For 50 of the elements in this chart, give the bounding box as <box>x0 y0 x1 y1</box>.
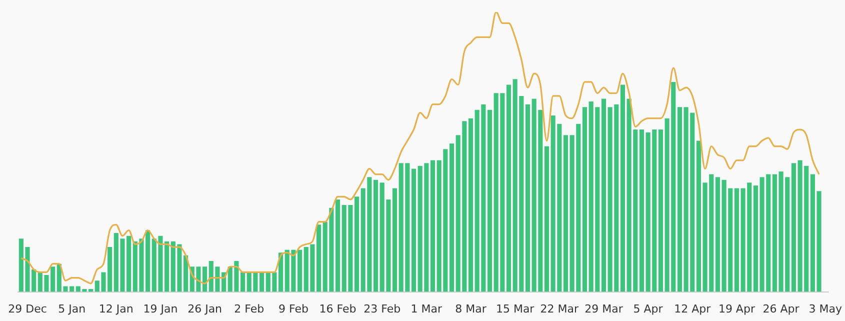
x-tick-label: 5 Apr <box>633 302 664 316</box>
x-tick-label: 23 Feb <box>364 302 401 316</box>
bar <box>430 160 436 292</box>
x-tick-label: 26 Apr <box>762 302 800 316</box>
x-tick-label: 19 Apr <box>718 302 756 316</box>
bar <box>791 163 796 292</box>
x-tick-label: 15 Mar <box>496 302 535 316</box>
x-tick-label: 2 Feb <box>234 302 264 316</box>
bar <box>240 272 246 292</box>
bar <box>658 130 663 292</box>
x-tick-label: 12 Jan <box>98 302 134 316</box>
x-tick-label: 16 Feb <box>319 302 356 316</box>
bar <box>202 266 208 292</box>
bar <box>278 252 284 292</box>
bar <box>336 199 340 292</box>
bar <box>260 272 264 292</box>
bar <box>734 188 739 292</box>
x-tick-label: 19 Jan <box>143 302 178 316</box>
x-tick-label: 29 Mar <box>584 302 624 316</box>
bar <box>487 110 492 292</box>
bar <box>639 130 644 292</box>
x-tick-label: 8 Mar <box>455 302 487 316</box>
bar <box>696 140 701 292</box>
bar <box>753 185 758 292</box>
bar <box>373 180 378 292</box>
bar <box>677 107 682 292</box>
bar <box>582 107 588 292</box>
bar <box>563 135 568 292</box>
bar <box>411 168 416 292</box>
bar <box>468 118 474 292</box>
x-tick-label: 5 Jan <box>58 302 86 316</box>
x-tick-label: 29 Dec <box>8 302 47 316</box>
x-tick-label: 1 Mar <box>410 302 443 316</box>
bar <box>316 224 322 292</box>
bar <box>715 177 720 292</box>
bar <box>772 174 777 292</box>
bar <box>354 196 360 292</box>
bar <box>525 104 530 292</box>
bar <box>449 144 454 292</box>
x-tick-label: 3 May <box>808 302 842 316</box>
bar <box>392 188 398 292</box>
bar <box>506 84 512 292</box>
bar <box>298 250 302 292</box>
x-tick-label: 22 Mar <box>540 302 580 316</box>
x-tick-label: 26 Jan <box>188 302 222 316</box>
bar <box>601 98 606 292</box>
x-tick-label: 12 Apr <box>674 302 712 316</box>
x-tick-label: 9 Feb <box>278 302 308 316</box>
bar <box>544 146 550 292</box>
bar <box>620 84 626 292</box>
